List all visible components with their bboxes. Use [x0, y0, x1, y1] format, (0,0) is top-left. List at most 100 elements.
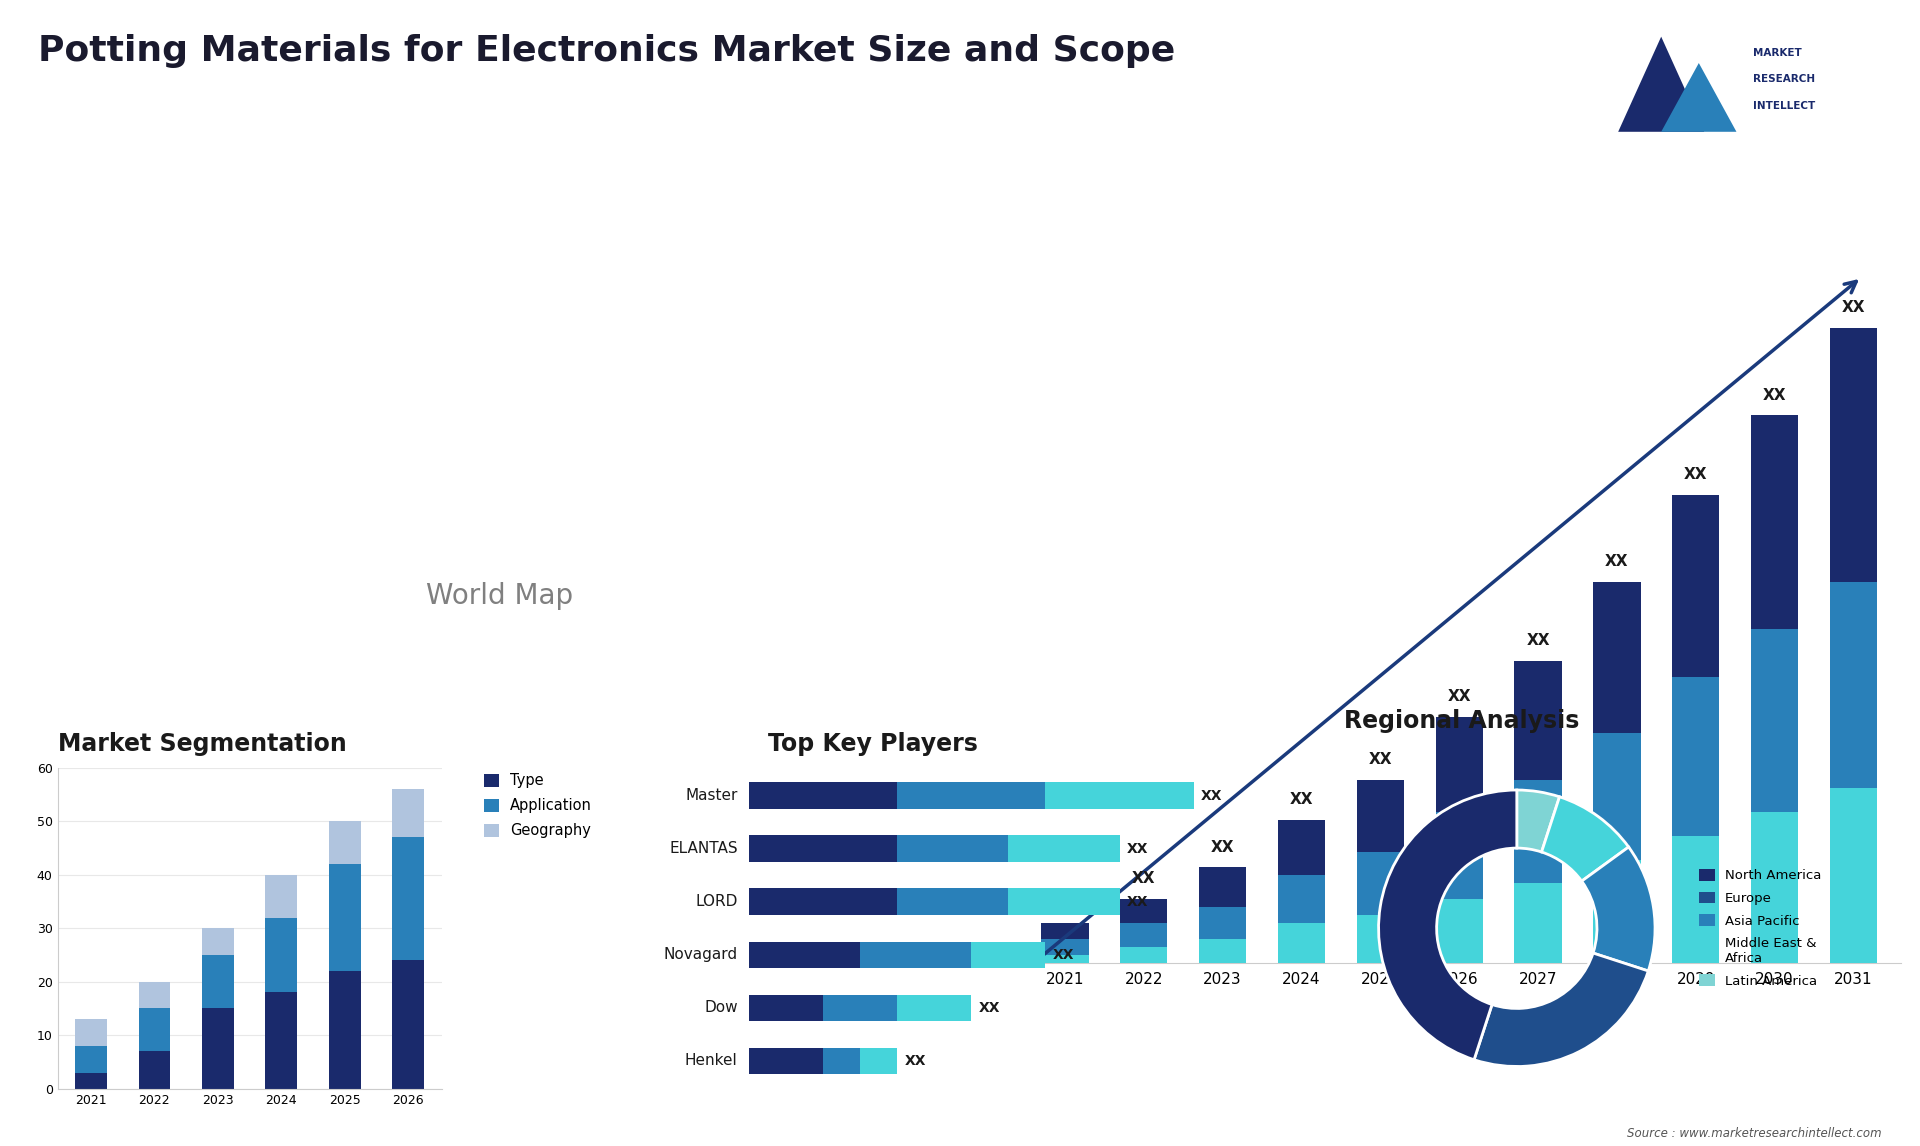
Bar [1041, 955, 1089, 963]
Bar [1594, 732, 1640, 860]
Bar [202, 955, 234, 1008]
Bar [824, 1047, 860, 1074]
Text: Source : www.marketresearchintellect.com: Source : www.marketresearchintellect.com [1626, 1128, 1882, 1140]
Text: INTELLECT: INTELLECT [1753, 101, 1814, 111]
Bar [897, 783, 1044, 809]
Bar [328, 864, 361, 971]
Bar [1751, 811, 1799, 963]
Text: Market Segmentation: Market Segmentation [58, 731, 346, 755]
Bar [1594, 582, 1640, 732]
Text: XX: XX [1133, 871, 1156, 887]
Text: ELANTAS: ELANTAS [668, 841, 737, 856]
Bar [1041, 939, 1089, 955]
Bar [265, 992, 298, 1089]
Bar [1041, 923, 1089, 939]
Text: MARKET: MARKET [1753, 48, 1801, 58]
Bar [1436, 811, 1482, 900]
Bar [392, 960, 424, 1089]
Wedge shape [1542, 796, 1628, 881]
Bar [75, 1019, 108, 1046]
Bar [75, 1046, 108, 1073]
Bar [749, 1047, 824, 1074]
Bar [202, 928, 234, 955]
Text: Dow: Dow [705, 1000, 737, 1015]
Text: Regional Analysis: Regional Analysis [1344, 708, 1580, 732]
Bar [1751, 629, 1799, 811]
Bar [1672, 835, 1720, 963]
Bar [897, 995, 972, 1021]
Text: XX: XX [1684, 466, 1707, 481]
Bar [328, 822, 361, 864]
Bar [1672, 677, 1720, 835]
Bar [1119, 947, 1167, 963]
Text: XX: XX [1841, 300, 1864, 315]
Bar [1279, 923, 1325, 963]
Bar [138, 1008, 171, 1051]
Text: XX: XX [1290, 792, 1313, 807]
Bar [1119, 900, 1167, 923]
Text: XX: XX [1369, 753, 1392, 768]
Bar [1436, 716, 1482, 811]
Bar [1830, 328, 1878, 582]
Bar [1357, 780, 1404, 851]
Text: XX: XX [1763, 387, 1786, 402]
Polygon shape [1661, 63, 1736, 132]
Bar [328, 971, 361, 1089]
Bar [265, 918, 298, 992]
Text: XX: XX [1127, 841, 1148, 856]
Bar [824, 995, 897, 1021]
Bar [749, 783, 897, 809]
Text: Top Key Players: Top Key Players [768, 731, 977, 755]
Text: XX: XX [1202, 788, 1223, 802]
Text: XX: XX [1212, 840, 1235, 855]
Wedge shape [1475, 953, 1647, 1067]
Bar [860, 942, 972, 968]
Bar [1515, 884, 1561, 963]
Bar [1279, 819, 1325, 876]
Text: XX: XX [1448, 689, 1471, 704]
Wedge shape [1379, 790, 1517, 1060]
Text: XX: XX [1605, 555, 1628, 570]
Bar [1357, 915, 1404, 963]
Bar [1672, 495, 1720, 677]
Text: XX: XX [1526, 634, 1549, 649]
Text: XX: XX [979, 1000, 1000, 1015]
Bar [1594, 860, 1640, 963]
Bar [749, 888, 897, 915]
Text: Master: Master [685, 788, 737, 803]
Bar [897, 888, 1008, 915]
Text: World Map: World Map [426, 582, 572, 610]
Text: Henkel: Henkel [685, 1053, 737, 1068]
Bar [897, 835, 1008, 862]
Polygon shape [1619, 37, 1705, 132]
Text: XX: XX [1054, 895, 1077, 910]
Bar [1008, 888, 1119, 915]
Bar [1198, 908, 1246, 939]
Bar [1515, 661, 1561, 780]
Text: XX: XX [1052, 948, 1075, 961]
Text: RESEARCH: RESEARCH [1753, 74, 1814, 85]
Wedge shape [1517, 790, 1559, 851]
Text: XX: XX [904, 1054, 925, 1068]
Wedge shape [1582, 847, 1655, 971]
Bar [1830, 788, 1878, 963]
Bar [1436, 900, 1482, 963]
Bar [972, 942, 1044, 968]
Bar [860, 1047, 897, 1074]
Legend: Type, Application, Geography: Type, Application, Geography [480, 769, 597, 842]
Bar [749, 942, 860, 968]
Text: Novagard: Novagard [664, 948, 737, 963]
Bar [1830, 582, 1878, 788]
Text: LORD: LORD [695, 894, 737, 909]
Bar [138, 1051, 171, 1089]
Bar [138, 982, 171, 1008]
Bar [392, 838, 424, 960]
Bar [749, 835, 897, 862]
Legend: North America, Europe, Asia Pacific, Middle East &
Africa, Latin America: North America, Europe, Asia Pacific, Mid… [1695, 866, 1824, 990]
Bar [1119, 923, 1167, 947]
Bar [1515, 780, 1561, 884]
Text: Potting Materials for Electronics Market Size and Scope: Potting Materials for Electronics Market… [38, 34, 1175, 69]
Bar [1198, 868, 1246, 908]
Bar [1751, 415, 1799, 629]
Bar [392, 790, 424, 838]
